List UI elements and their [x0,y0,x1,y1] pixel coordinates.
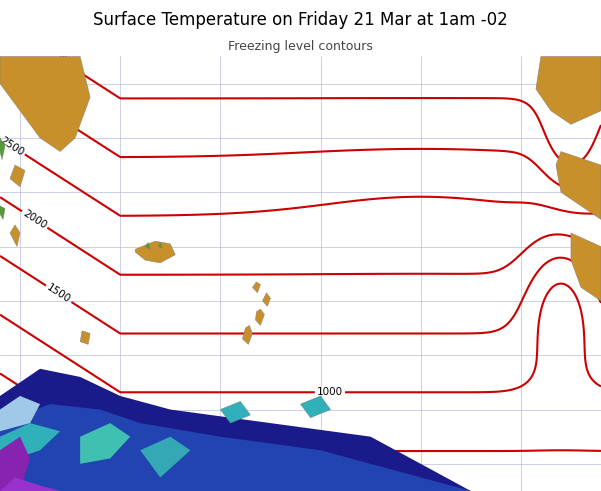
Text: Freezing level contours: Freezing level contours [228,40,373,53]
Polygon shape [10,165,25,187]
Polygon shape [0,138,5,160]
Polygon shape [158,243,162,248]
Polygon shape [0,404,471,491]
Text: 1000: 1000 [317,387,343,397]
Polygon shape [80,423,130,464]
Polygon shape [556,152,601,219]
Polygon shape [0,423,60,464]
Polygon shape [0,396,40,431]
Text: 500: 500 [239,446,258,456]
Polygon shape [0,56,90,152]
Text: 1500: 1500 [45,282,73,305]
Polygon shape [252,282,260,293]
Polygon shape [145,243,150,249]
Polygon shape [255,309,264,326]
Text: 2500: 2500 [0,135,26,158]
Text: 3000: 3000 [0,76,25,98]
Polygon shape [80,331,90,344]
Polygon shape [221,401,251,423]
Text: 2000: 2000 [21,208,48,231]
Polygon shape [140,436,191,477]
Polygon shape [536,56,601,124]
Polygon shape [263,293,270,306]
Polygon shape [0,477,60,491]
Polygon shape [0,369,471,491]
Polygon shape [0,436,30,491]
Polygon shape [571,233,601,301]
Text: Surface Temperature on Friday 21 Mar at 1am -02: Surface Temperature on Friday 21 Mar at … [93,11,508,29]
Polygon shape [300,396,331,418]
Polygon shape [10,225,20,246]
Polygon shape [0,206,5,219]
Polygon shape [242,326,252,344]
Polygon shape [135,241,175,263]
Text: 3500: 3500 [53,53,80,75]
